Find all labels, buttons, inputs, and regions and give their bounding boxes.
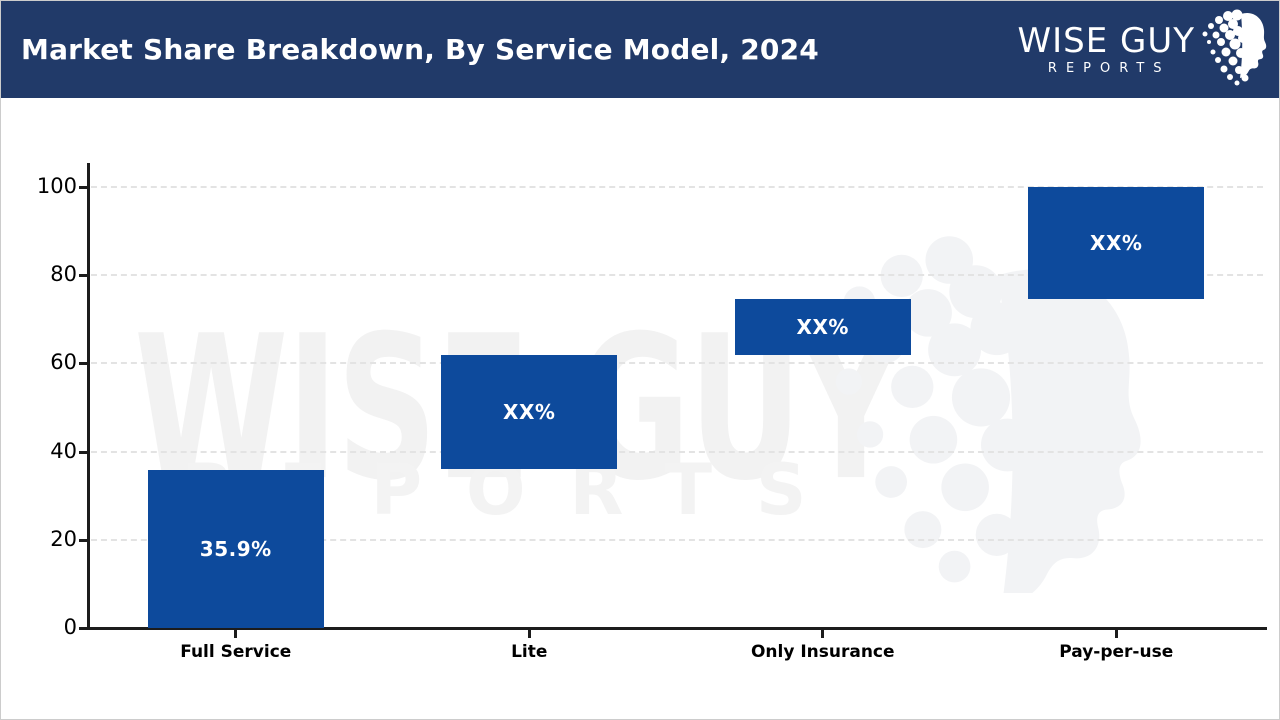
y-axis-tick-label: 0: [63, 615, 77, 639]
x-axis-line: [83, 627, 1267, 630]
logo-head-dots-icon: [1202, 9, 1267, 85]
y-axis-tick-label: 80: [50, 262, 77, 287]
y-axis-tick-label: 60: [50, 350, 77, 375]
gridline-80: [91, 274, 1263, 277]
x-axis-category-label-full-service: Full Service: [180, 642, 292, 662]
gridline-20: [91, 538, 1263, 541]
wise-guy-logo: WISE GUY REPORTS: [1017, 8, 1267, 92]
gridline-40: [91, 450, 1263, 453]
bar-pay-per-use: XX%: [1028, 187, 1205, 300]
x-axis-category-label-lite: Lite: [511, 642, 548, 662]
y-axis-tick-label: 40: [50, 438, 77, 463]
y-axis-tick: [79, 362, 88, 366]
bar-value-label-only-insurance: XX%: [796, 315, 849, 340]
bar-value-label-pay-per-use: XX%: [1090, 231, 1143, 256]
y-axis-tick: [79, 274, 88, 278]
y-axis-tick: [79, 186, 88, 189]
x-axis-tick: [1114, 629, 1118, 638]
gridline-100: [91, 186, 1263, 188]
x-axis-tick: [527, 629, 531, 638]
logo-sub-text: REPORTS: [1047, 61, 1171, 76]
y-axis-tick-label: 100: [36, 174, 77, 198]
x-axis-tick: [234, 629, 238, 638]
bar-value-label-full-service: 35.9%: [199, 536, 272, 561]
y-axis-tick: [79, 538, 88, 542]
header-bar: Market Share Breakdown, By Service Model…: [1, 1, 1279, 98]
logo-text: WISE GUY REPORTS: [1017, 24, 1195, 75]
y-axis-tick: [79, 450, 88, 454]
bar-value-label-lite: XX%: [503, 399, 556, 424]
y-axis-tick-label: 20: [50, 526, 77, 551]
x-axis-category-label-only-insurance: Only Insurance: [750, 642, 895, 662]
x-axis-tick: [821, 629, 825, 638]
y-axis-line: [87, 163, 90, 630]
bar-full-service: 35.9%: [147, 469, 324, 628]
gridline-60: [91, 362, 1263, 365]
bar-only-insurance: XX%: [734, 299, 911, 355]
x-axis-category-label-pay-per-use: Pay-per-use: [1059, 642, 1174, 662]
bar-lite: XX%: [441, 354, 618, 470]
chart-title: Market Share Breakdown, By Service Model…: [21, 33, 819, 66]
logo-name-text: WISE GUY: [1017, 21, 1195, 61]
